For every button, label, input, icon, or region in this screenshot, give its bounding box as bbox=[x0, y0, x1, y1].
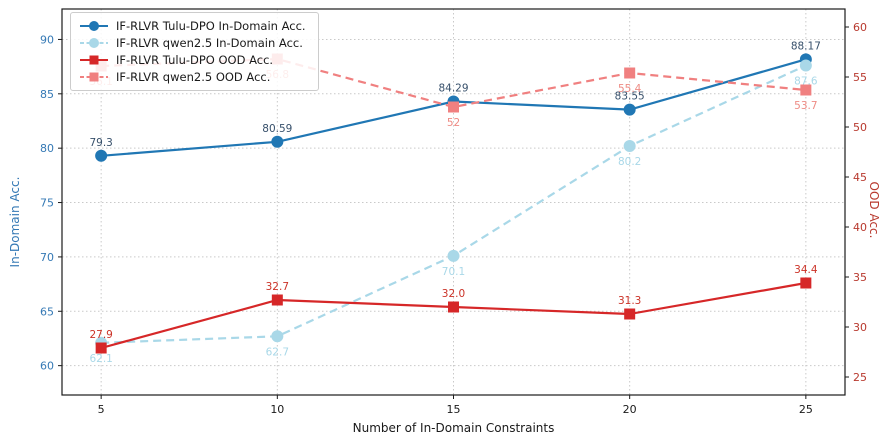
data-point-marker bbox=[623, 140, 636, 153]
series-1: 62.1 62.7 70.1 80.2 87.6 bbox=[89, 59, 818, 365]
legend-label: IF-RLVR Tulu-DPO OOD Acc. bbox=[116, 53, 274, 67]
x-tick-label: 25 bbox=[799, 403, 813, 416]
x-tick-label: 5 bbox=[98, 403, 105, 416]
right-tick-label: 35 bbox=[853, 271, 867, 284]
legend-entry-tulu-dpo-indomain: IF-RLVR Tulu-DPO In-Domain Acc. bbox=[79, 18, 306, 34]
data-point-marker bbox=[624, 308, 636, 320]
data-point-label: 70.1 bbox=[442, 266, 465, 278]
right-tick-label: 60 bbox=[853, 21, 867, 34]
x-axis-label: Number of In-Domain Constraints bbox=[352, 421, 555, 435]
data-point-marker bbox=[95, 342, 107, 354]
data-point-marker bbox=[624, 67, 636, 79]
data-point-marker bbox=[448, 101, 459, 113]
legend-line-marker-icon bbox=[79, 20, 109, 32]
data-point-label: 27.9 bbox=[89, 329, 112, 341]
data-point-label: 83.55 bbox=[615, 91, 645, 103]
data-point-label: 62.7 bbox=[266, 346, 289, 358]
left-y-axis-label: In-Domain Acc. bbox=[8, 176, 22, 268]
legend-line-marker-icon bbox=[79, 54, 109, 66]
data-point-label: 80.59 bbox=[262, 123, 292, 135]
data-point-marker bbox=[95, 149, 108, 162]
series-2: 27.9 32.7 32.0 31.3 34.4 bbox=[89, 264, 818, 354]
data-point-marker bbox=[623, 103, 636, 116]
left-tick-label: 90 bbox=[40, 33, 54, 46]
data-point-label: 34.4 bbox=[794, 264, 818, 276]
data-point-marker bbox=[800, 84, 812, 96]
data-point-marker bbox=[271, 294, 283, 306]
data-point-label: 62.1 bbox=[89, 353, 112, 365]
right-tick-label: 30 bbox=[853, 321, 867, 334]
legend-entry-tulu-dpo-ood: IF-RLVR Tulu-DPO OOD Acc. bbox=[79, 52, 306, 68]
right-tick-label: 55 bbox=[853, 71, 867, 84]
legend-line-marker-icon bbox=[79, 71, 109, 83]
data-point-label: 80.2 bbox=[618, 156, 641, 168]
right-tick-label: 25 bbox=[853, 371, 867, 384]
data-point-label: 53.7 bbox=[794, 100, 817, 112]
right-tick-label: 45 bbox=[853, 171, 867, 184]
data-point-marker bbox=[447, 249, 460, 262]
right-y-axis-label: OOD Acc. bbox=[867, 181, 881, 239]
right-tick-label: 50 bbox=[853, 121, 867, 134]
legend: IF-RLVR Tulu-DPO In-Domain Acc. IF-RLVR … bbox=[70, 12, 319, 91]
x-tick-label: 15 bbox=[447, 403, 461, 416]
data-point-marker bbox=[271, 330, 284, 343]
legend-entry-qwen25-indomain: IF-RLVR qwen2.5 In-Domain Acc. bbox=[79, 35, 306, 51]
data-point-marker bbox=[271, 135, 284, 148]
x-tick-label: 20 bbox=[623, 403, 637, 416]
x-tick-label: 10 bbox=[270, 403, 284, 416]
left-tick-label: 65 bbox=[40, 305, 54, 318]
data-point-label: 84.29 bbox=[438, 83, 468, 95]
data-point-label: 55.4 bbox=[618, 83, 642, 95]
data-point-marker bbox=[448, 301, 459, 313]
data-point-marker bbox=[800, 277, 812, 289]
data-point-label: 52 bbox=[447, 117, 460, 129]
right-tick-label: 40 bbox=[853, 221, 867, 234]
legend-label: IF-RLVR qwen2.5 In-Domain Acc. bbox=[116, 36, 303, 50]
data-point-label: 32.7 bbox=[266, 281, 289, 293]
left-tick-label: 75 bbox=[40, 197, 54, 210]
legend-label: IF-RLVR qwen2.5 OOD Acc. bbox=[116, 70, 271, 84]
data-point-label: 87.6 bbox=[794, 76, 818, 88]
axis-ticks: 60 65 70 75 80 85 90 25 30 35 40 45 50 55 60 5 10 15 20 25 bbox=[40, 21, 867, 416]
legend-entry-qwen25-ood: IF-RLVR qwen2.5 OOD Acc. bbox=[79, 69, 306, 85]
left-tick-label: 60 bbox=[40, 360, 54, 373]
data-point-label: 31.3 bbox=[618, 295, 641, 307]
left-tick-label: 80 bbox=[40, 142, 54, 155]
data-point-label: 79.3 bbox=[89, 137, 112, 149]
data-point-label: 32.0 bbox=[442, 288, 465, 300]
legend-line-marker-icon bbox=[79, 37, 109, 49]
left-tick-label: 85 bbox=[40, 88, 54, 101]
left-tick-label: 70 bbox=[40, 251, 54, 264]
legend-label: IF-RLVR Tulu-DPO In-Domain Acc. bbox=[116, 19, 306, 33]
data-point-marker bbox=[799, 59, 812, 72]
data-point-label: 88.17 bbox=[791, 40, 821, 52]
